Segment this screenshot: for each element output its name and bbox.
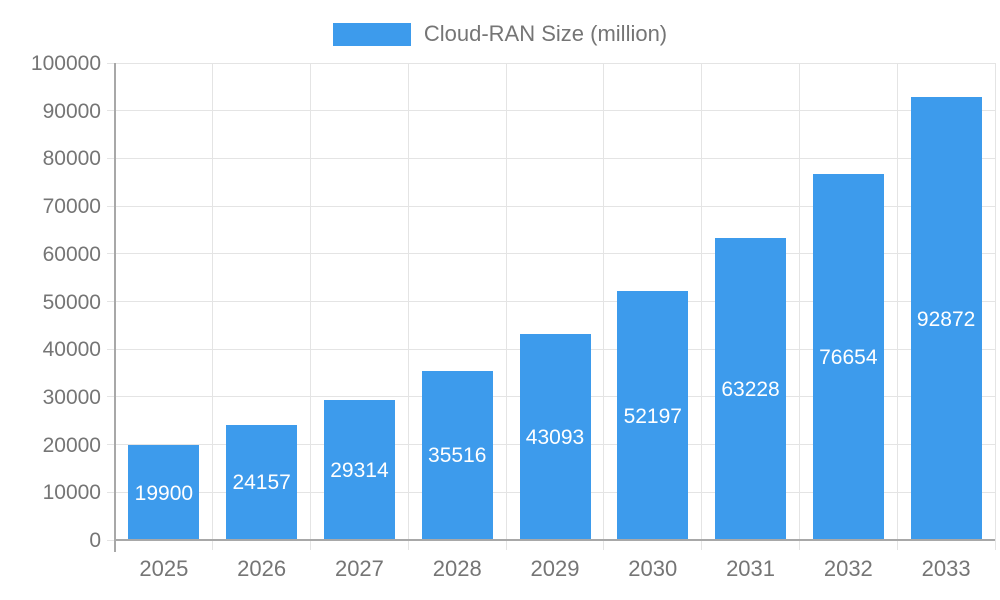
x-axis-tick-label: 2033: [921, 556, 971, 581]
x-axis-tick: [994, 540, 996, 550]
y-axis-tick-label: 30000: [42, 385, 101, 409]
y-axis-tick: [107, 491, 115, 493]
y-gridline: [115, 110, 995, 112]
bar-2033: [910, 97, 982, 539]
x-axis-tick-label: 2028: [432, 556, 482, 581]
bar-2032: [812, 174, 884, 539]
x-axis-tick-label: 2029: [530, 556, 580, 581]
bar-value-label: 19900: [134, 481, 194, 505]
y-axis-tick-label: 50000: [42, 290, 101, 314]
y-axis-tick: [107, 348, 115, 350]
y-axis-tick: [107, 301, 115, 302]
x-axis-tick: [798, 540, 800, 550]
y-axis-tick-label: 0: [89, 529, 101, 552]
bar-value-label: 92872: [916, 307, 976, 331]
bar-value-label: 35516: [428, 444, 487, 468]
bar-value-label: 76654: [819, 346, 878, 370]
x-gridline: [701, 63, 703, 540]
x-axis-tick: [896, 540, 898, 550]
bar-value-label: 24157: [232, 471, 291, 495]
y-axis-tick: [107, 539, 115, 541]
bar-value-label: 63228: [721, 378, 780, 402]
y-gridline: [115, 157, 995, 159]
x-axis-tick-label: 2030: [628, 556, 678, 581]
bar-2028: [421, 370, 493, 539]
x-axis-tick-label: 2032: [823, 556, 873, 581]
x-gridline: [896, 63, 898, 540]
chart-legend: Cloud-RAN Size (million): [0, 20, 1000, 48]
bar-value-label: 29314: [330, 459, 389, 483]
x-axis-tick: [603, 540, 605, 550]
y-axis-tick: [107, 396, 115, 398]
x-axis-tick-label: 2025: [139, 556, 189, 581]
y-axis-tick-label: 40000: [42, 338, 101, 362]
x-gridline: [310, 63, 312, 540]
x-gridline: [603, 63, 605, 540]
y-axis-line: [114, 63, 116, 552]
x-axis-tick: [310, 540, 312, 550]
bar-value-label: 52197: [623, 404, 682, 428]
x-axis-tick-label: 2027: [334, 556, 384, 581]
x-axis-tick-label: 2031: [726, 556, 776, 581]
x-gridline: [212, 63, 214, 540]
legend-swatch: [332, 22, 411, 46]
y-axis-tick: [107, 444, 115, 446]
x-axis-tick: [212, 540, 214, 550]
bar-2026: [226, 424, 298, 539]
legend-label: Cloud-RAN Size (million): [423, 21, 668, 46]
y-axis-tick-label: 100000: [30, 52, 101, 75]
y-gridline: [115, 62, 995, 64]
y-axis-tick: [107, 62, 115, 64]
x-axis-tick-label: 2026: [237, 556, 287, 581]
y-axis-tick-label: 80000: [42, 147, 101, 171]
y-axis-tick-label: 20000: [42, 433, 101, 457]
y-gridline: [115, 253, 995, 255]
y-axis-tick: [107, 110, 115, 112]
bar-2031: [715, 238, 787, 539]
y-axis-tick-label: 90000: [42, 99, 101, 123]
y-axis-tick: [107, 205, 115, 207]
x-gridline: [798, 63, 800, 540]
x-axis-line: [115, 539, 995, 541]
y-gridline: [115, 205, 995, 207]
y-axis-tick-label: 10000: [42, 481, 101, 505]
bar-value-label: 43093: [525, 426, 585, 450]
x-gridline: [407, 63, 409, 540]
y-axis-tick-label: 60000: [42, 242, 101, 266]
bar-2025: [128, 445, 200, 539]
bar-2027: [323, 400, 395, 539]
x-axis-tick: [505, 540, 507, 550]
y-axis-tick: [107, 253, 115, 255]
x-axis-tick: [701, 540, 703, 550]
bar-2029: [519, 334, 591, 539]
y-axis-tick-label: 70000: [42, 195, 101, 219]
x-gridline: [994, 63, 996, 540]
y-gridline: [115, 301, 995, 302]
x-gridline: [505, 63, 507, 540]
x-axis-tick: [407, 540, 409, 550]
bar-2030: [617, 291, 689, 539]
y-axis-tick: [107, 157, 115, 159]
